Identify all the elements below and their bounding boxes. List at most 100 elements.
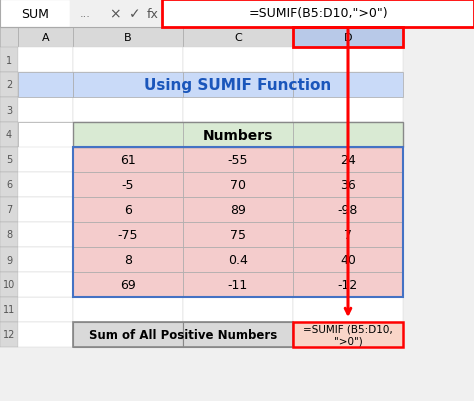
Text: 1: 1 bbox=[6, 55, 12, 65]
FancyBboxPatch shape bbox=[293, 322, 403, 347]
FancyBboxPatch shape bbox=[18, 223, 73, 247]
FancyBboxPatch shape bbox=[293, 98, 403, 123]
FancyBboxPatch shape bbox=[183, 148, 293, 172]
Text: A: A bbox=[42, 33, 49, 43]
Text: 69: 69 bbox=[120, 278, 136, 291]
FancyBboxPatch shape bbox=[162, 0, 474, 28]
FancyBboxPatch shape bbox=[293, 148, 403, 172]
FancyBboxPatch shape bbox=[73, 148, 183, 172]
FancyBboxPatch shape bbox=[18, 148, 73, 172]
FancyBboxPatch shape bbox=[0, 322, 18, 347]
FancyBboxPatch shape bbox=[183, 322, 293, 347]
Text: 3: 3 bbox=[6, 105, 12, 115]
FancyBboxPatch shape bbox=[73, 297, 183, 322]
FancyBboxPatch shape bbox=[183, 73, 293, 98]
Text: ×: × bbox=[109, 7, 121, 21]
Text: D: D bbox=[344, 33, 352, 43]
Text: -12: -12 bbox=[338, 278, 358, 291]
FancyBboxPatch shape bbox=[293, 172, 403, 198]
Text: 7: 7 bbox=[344, 229, 352, 241]
Text: SUM: SUM bbox=[21, 8, 49, 20]
FancyBboxPatch shape bbox=[18, 247, 73, 272]
FancyBboxPatch shape bbox=[183, 297, 293, 322]
Text: B: B bbox=[124, 33, 132, 43]
FancyBboxPatch shape bbox=[0, 198, 18, 223]
Text: 5: 5 bbox=[6, 155, 12, 165]
FancyBboxPatch shape bbox=[18, 28, 73, 48]
FancyBboxPatch shape bbox=[293, 247, 403, 272]
FancyBboxPatch shape bbox=[18, 172, 73, 198]
FancyBboxPatch shape bbox=[18, 123, 73, 148]
FancyBboxPatch shape bbox=[18, 322, 73, 347]
FancyBboxPatch shape bbox=[73, 48, 183, 73]
FancyBboxPatch shape bbox=[293, 223, 403, 247]
Text: 89: 89 bbox=[230, 203, 246, 217]
FancyBboxPatch shape bbox=[73, 73, 183, 98]
FancyBboxPatch shape bbox=[18, 98, 73, 123]
FancyBboxPatch shape bbox=[73, 223, 183, 247]
Text: -11: -11 bbox=[228, 278, 248, 291]
FancyBboxPatch shape bbox=[0, 172, 18, 198]
FancyBboxPatch shape bbox=[183, 48, 293, 73]
Text: 11: 11 bbox=[3, 305, 15, 315]
Text: 8: 8 bbox=[124, 253, 132, 266]
FancyBboxPatch shape bbox=[18, 272, 73, 297]
FancyBboxPatch shape bbox=[183, 247, 293, 272]
FancyBboxPatch shape bbox=[293, 123, 403, 148]
FancyBboxPatch shape bbox=[293, 28, 403, 48]
FancyBboxPatch shape bbox=[73, 198, 183, 223]
FancyBboxPatch shape bbox=[0, 123, 18, 148]
Text: 40: 40 bbox=[340, 253, 356, 266]
FancyBboxPatch shape bbox=[293, 198, 403, 223]
FancyBboxPatch shape bbox=[18, 297, 73, 322]
Text: ...: ... bbox=[80, 9, 91, 19]
FancyBboxPatch shape bbox=[73, 247, 183, 272]
Text: 8: 8 bbox=[6, 230, 12, 240]
Text: -5: -5 bbox=[122, 178, 134, 192]
FancyBboxPatch shape bbox=[0, 148, 18, 172]
Text: 75: 75 bbox=[230, 229, 246, 241]
FancyBboxPatch shape bbox=[293, 297, 403, 322]
FancyBboxPatch shape bbox=[0, 48, 18, 73]
Text: =SUMIF (B5:D10,
">0"): =SUMIF (B5:D10, ">0") bbox=[303, 324, 393, 345]
Text: Numbers: Numbers bbox=[203, 128, 273, 142]
FancyBboxPatch shape bbox=[183, 98, 293, 123]
Text: Using SUMIF Function: Using SUMIF Function bbox=[145, 78, 332, 93]
Text: 6: 6 bbox=[6, 180, 12, 190]
FancyBboxPatch shape bbox=[18, 48, 73, 73]
Text: C: C bbox=[234, 33, 242, 43]
FancyBboxPatch shape bbox=[183, 272, 293, 297]
Text: 4: 4 bbox=[6, 130, 12, 140]
FancyBboxPatch shape bbox=[0, 0, 70, 28]
Text: fx: fx bbox=[147, 8, 159, 20]
Text: -55: -55 bbox=[228, 154, 248, 166]
FancyBboxPatch shape bbox=[0, 73, 18, 98]
FancyBboxPatch shape bbox=[293, 73, 403, 98]
FancyBboxPatch shape bbox=[0, 297, 18, 322]
Text: 12: 12 bbox=[3, 330, 15, 340]
Text: 9: 9 bbox=[6, 255, 12, 265]
FancyBboxPatch shape bbox=[183, 223, 293, 247]
FancyBboxPatch shape bbox=[183, 123, 293, 148]
Text: 70: 70 bbox=[230, 178, 246, 192]
FancyBboxPatch shape bbox=[0, 98, 18, 123]
Text: 24: 24 bbox=[340, 154, 356, 166]
FancyBboxPatch shape bbox=[70, 0, 74, 28]
Text: 36: 36 bbox=[340, 178, 356, 192]
FancyBboxPatch shape bbox=[0, 272, 18, 297]
FancyBboxPatch shape bbox=[73, 123, 183, 148]
FancyBboxPatch shape bbox=[183, 172, 293, 198]
FancyBboxPatch shape bbox=[73, 172, 183, 198]
Text: =SUMIF(B5:D10,">0"): =SUMIF(B5:D10,">0") bbox=[248, 8, 388, 20]
Text: 7: 7 bbox=[6, 205, 12, 215]
Text: Sum of All Positive Numbers: Sum of All Positive Numbers bbox=[89, 328, 277, 341]
FancyBboxPatch shape bbox=[18, 73, 73, 98]
FancyBboxPatch shape bbox=[293, 272, 403, 297]
Text: 10: 10 bbox=[3, 280, 15, 290]
Text: 61: 61 bbox=[120, 154, 136, 166]
Text: 0.4: 0.4 bbox=[228, 253, 248, 266]
FancyBboxPatch shape bbox=[0, 28, 18, 48]
FancyBboxPatch shape bbox=[293, 48, 403, 73]
Text: -75: -75 bbox=[118, 229, 138, 241]
FancyBboxPatch shape bbox=[0, 223, 18, 247]
